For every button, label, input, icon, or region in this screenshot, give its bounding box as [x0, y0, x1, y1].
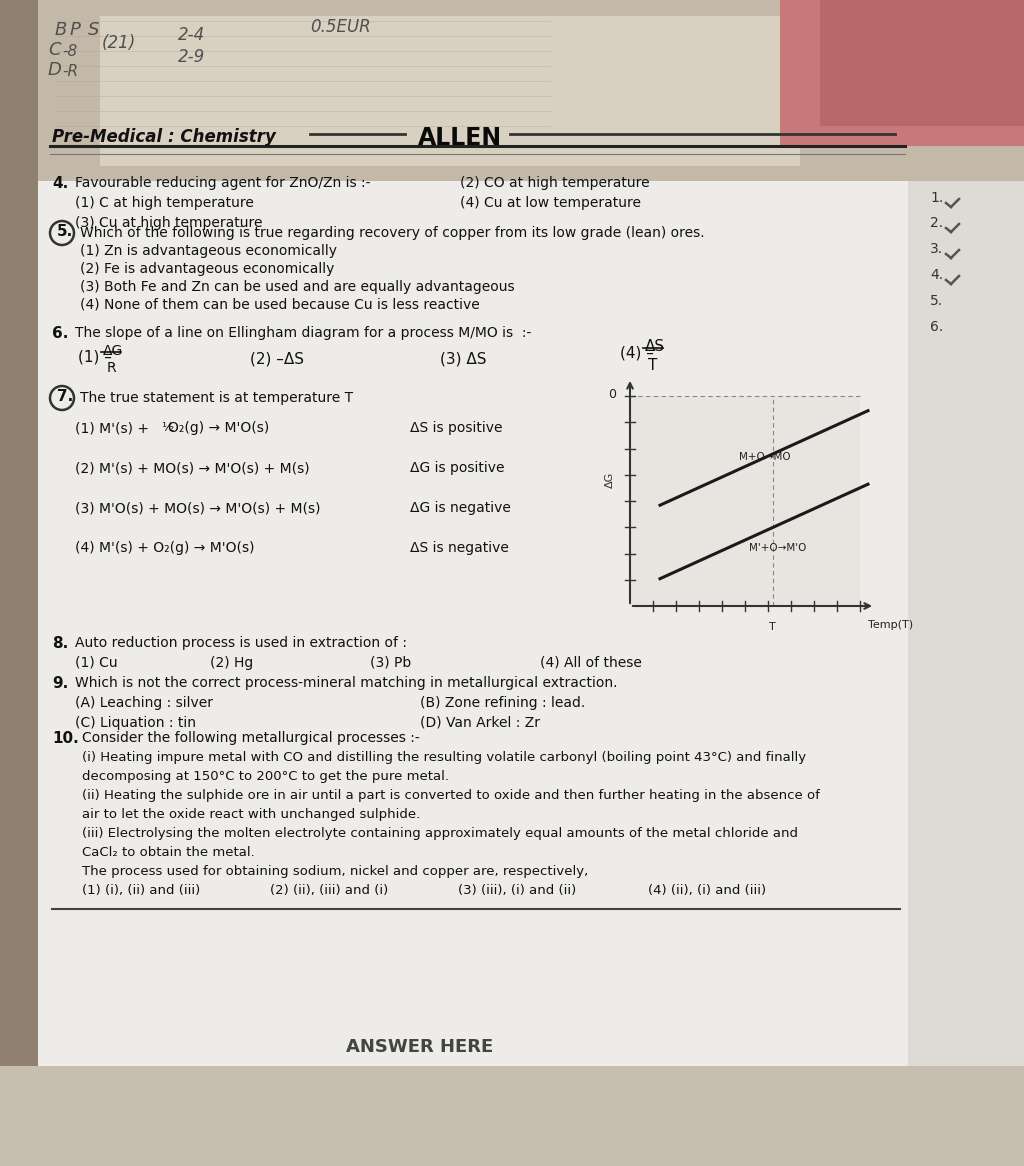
Text: 2-4: 2-4 [178, 26, 205, 44]
Text: B: B [55, 21, 68, 38]
Text: (3) (iii), (i) and (ii): (3) (iii), (i) and (ii) [458, 884, 577, 897]
Text: 5.: 5. [930, 294, 943, 308]
Text: ΔG is negative: ΔG is negative [410, 501, 511, 515]
Text: 4.: 4. [930, 268, 943, 282]
Text: 1.: 1. [930, 191, 943, 205]
Text: 9.: 9. [52, 676, 69, 691]
Text: (2) Fe is advantageous economically: (2) Fe is advantageous economically [80, 262, 335, 276]
Text: Consider the following metallurgical processes :-: Consider the following metallurgical pro… [82, 731, 420, 745]
Text: ΔG is positive: ΔG is positive [410, 461, 505, 475]
Text: (3) Pb: (3) Pb [370, 656, 412, 670]
Text: -8: -8 [62, 44, 77, 59]
Text: Temp(T): Temp(T) [868, 620, 913, 630]
Bar [100, 16, 800, 166]
Text: (1) (i), (ii) and (iii): (1) (i), (ii) and (iii) [82, 884, 201, 897]
Text: (1) Cu: (1) Cu [75, 656, 118, 670]
Text: ΔS is positive: ΔS is positive [410, 421, 503, 435]
Text: 8.: 8. [52, 635, 69, 651]
Text: Auto reduction process is used in extraction of :: Auto reduction process is used in extrac… [75, 635, 407, 649]
Text: ANSWER HERE: ANSWER HERE [346, 1038, 494, 1056]
Text: 0: 0 [608, 388, 616, 401]
Text: ΔG: ΔG [103, 344, 123, 358]
Text: T: T [648, 358, 657, 373]
Text: decomposing at 150°C to 200°C to get the pure metal.: decomposing at 150°C to 200°C to get the… [82, 770, 449, 784]
Text: (1) Zn is advantageous economically: (1) Zn is advantageous economically [80, 244, 337, 258]
Bar [0, 0, 38, 1166]
Text: (2) CO at high temperature: (2) CO at high temperature [460, 176, 649, 190]
Text: (1) –: (1) – [78, 350, 112, 365]
Text: (2) (ii), (iii) and (i): (2) (ii), (iii) and (i) [270, 884, 388, 897]
Bar [908, 181, 1024, 1066]
Text: (2) Hg: (2) Hg [210, 656, 253, 670]
Text: M'+O→M'O: M'+O→M'O [749, 543, 806, 554]
Text: 6.: 6. [52, 326, 69, 340]
Text: 2.: 2. [930, 216, 943, 230]
Text: 10.: 10. [52, 731, 79, 746]
Text: P: P [70, 21, 81, 38]
Text: ALLEN: ALLEN [418, 126, 502, 150]
Bar [630, 396, 860, 606]
Text: 6.: 6. [930, 319, 943, 333]
Text: (3) ΔS: (3) ΔS [440, 352, 486, 367]
Text: The true statement is at temperature T: The true statement is at temperature T [80, 391, 353, 405]
Text: -R: -R [62, 64, 78, 79]
Text: 7.: 7. [57, 389, 74, 403]
Text: (4) M'(s) + O₂(g) → M'O(s): (4) M'(s) + O₂(g) → M'O(s) [75, 541, 255, 555]
Text: 4.: 4. [52, 176, 69, 191]
Text: (4) (ii), (i) and (iii): (4) (ii), (i) and (iii) [648, 884, 766, 897]
Text: 0.5EUR: 0.5EUR [310, 17, 371, 36]
Text: (2) –ΔS: (2) –ΔS [250, 352, 304, 367]
Bar [820, 0, 1024, 126]
Text: (C) Liquation : tin: (C) Liquation : tin [75, 716, 196, 730]
Text: (21): (21) [102, 34, 136, 52]
Text: (1) M'(s) +: (1) M'(s) + [75, 421, 150, 435]
Text: M+O→MO: M+O→MO [739, 452, 791, 462]
Text: (4) All of these: (4) All of these [540, 656, 642, 670]
Text: ½: ½ [161, 421, 173, 434]
Bar [780, 0, 1024, 146]
Text: CaCl₂ to obtain the metal.: CaCl₂ to obtain the metal. [82, 847, 255, 859]
Text: (2) M'(s) + MO(s) → M'O(s) + M(s): (2) M'(s) + MO(s) → M'O(s) + M(s) [75, 461, 309, 475]
Text: air to let the oxide react with unchanged sulphide.: air to let the oxide react with unchange… [82, 808, 420, 821]
Text: Favourable reducing agent for ZnO/Zn is :-: Favourable reducing agent for ZnO/Zn is … [75, 176, 371, 190]
Text: 5.: 5. [57, 224, 74, 239]
Text: (1) C at high temperature: (1) C at high temperature [75, 196, 254, 210]
Text: C: C [48, 41, 60, 59]
Text: (B) Zone refining : lead.: (B) Zone refining : lead. [420, 696, 586, 710]
Text: ΔS is negative: ΔS is negative [410, 541, 509, 555]
Text: 2-9: 2-9 [178, 48, 205, 66]
Text: S: S [88, 21, 99, 38]
Text: (ii) Heating the sulphide ore in air until a part is converted to oxide and then: (ii) Heating the sulphide ore in air unt… [82, 789, 820, 802]
Text: T: T [769, 621, 775, 632]
Text: (D) Van Arkel : Zr: (D) Van Arkel : Zr [420, 716, 540, 730]
Text: (4) –: (4) – [620, 346, 654, 361]
Text: Pre-Medical : Chemistry: Pre-Medical : Chemistry [52, 128, 275, 146]
Bar [38, 181, 908, 1066]
Text: ΔS: ΔS [645, 339, 666, 354]
Text: Which is not the correct process-mineral matching in metallurgical extraction.: Which is not the correct process-mineral… [75, 676, 617, 690]
Text: ΔG: ΔG [605, 472, 615, 489]
Text: The slope of a line on Ellingham diagram for a process M/MO is  :-: The slope of a line on Ellingham diagram… [75, 326, 531, 340]
Text: (3) Both Fe and Zn can be used and are equally advantageous: (3) Both Fe and Zn can be used and are e… [80, 280, 515, 294]
Text: The process used for obtaining sodium, nickel and copper are, respectively,: The process used for obtaining sodium, n… [82, 865, 588, 878]
Text: D: D [48, 61, 61, 79]
Text: (3) M'O(s) + MO(s) → M'O(s) + M(s): (3) M'O(s) + MO(s) → M'O(s) + M(s) [75, 501, 321, 515]
Text: (3) Cu at high temperature: (3) Cu at high temperature [75, 216, 262, 230]
Text: Which of the following is true regarding recovery of copper from its low grade (: Which of the following is true regarding… [80, 226, 705, 240]
Text: (A) Leaching : silver: (A) Leaching : silver [75, 696, 213, 710]
Text: O₂(g) → M'O(s): O₂(g) → M'O(s) [168, 421, 269, 435]
Text: 3.: 3. [930, 243, 943, 257]
Text: (4) None of them can be used because Cu is less reactive: (4) None of them can be used because Cu … [80, 298, 480, 312]
Text: (iii) Electrolysing the molten electrolyte containing approximately equal amount: (iii) Electrolysing the molten electroly… [82, 827, 798, 840]
Text: (4) Cu at low temperature: (4) Cu at low temperature [460, 196, 641, 210]
Bar [0, 1066, 1024, 1166]
Bar [0, 0, 1024, 187]
Text: (i) Heating impure metal with CO and distilling the resulting volatile carbonyl : (i) Heating impure metal with CO and dis… [82, 751, 806, 764]
Text: R: R [106, 361, 117, 375]
